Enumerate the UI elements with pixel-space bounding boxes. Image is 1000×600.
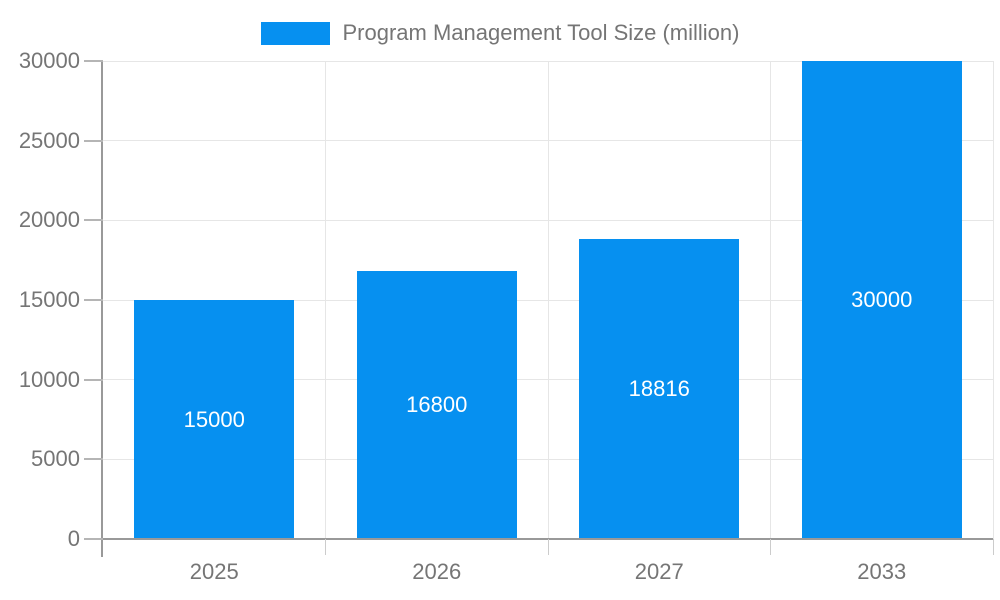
legend-item[interactable]: Program Management Tool Size (million) [0,20,1000,46]
x-gridline [992,61,994,539]
x-tick-mark [992,539,994,555]
bar-value-label: 15000 [183,406,245,432]
x-gridline [325,61,326,539]
x-tick-label-2025: 2025 [189,559,239,584]
y-tick-label: 0 [67,526,80,551]
y-tick-mark [84,299,103,301]
bar-2033[interactable]: 30000 [801,61,962,539]
bar-value-label: 18816 [628,376,690,402]
x-tick-mark [770,539,771,555]
y-tick-label: 10000 [18,366,80,392]
y-tick-label: 30000 [18,48,80,73]
bar-2027[interactable]: 18816 [579,239,740,539]
x-tick-mark [325,539,326,555]
y-axis-line [101,61,103,557]
y-tick-label: 5000 [31,446,80,472]
x-tick-label-2026: 2026 [412,559,462,584]
y-tick-mark [84,458,103,461]
y-tick-label: 15000 [18,287,80,312]
x-tick-label-2033: 2033 [857,559,907,584]
y-tick-mark [84,378,103,381]
bar-2026[interactable]: 16800 [356,271,517,539]
bar-2025[interactable]: 15000 [134,300,295,539]
x-axis-line [101,538,993,540]
y-tick-mark [84,139,103,142]
legend-label: Program Management Tool Size (million) [342,20,740,45]
x-tick-mark [547,539,549,555]
x-tick-label-2027: 2027 [634,559,684,584]
bar-value-label: 30000 [851,287,913,312]
y-tick-mark [84,60,103,62]
x-gridline [770,61,771,539]
y-tick-mark [84,219,103,222]
y-tick-label: 20000 [18,207,80,233]
legend-swatch [260,21,330,45]
y-tick-mark [84,538,103,540]
x-gridline [547,61,549,539]
bar-value-label: 16800 [406,392,468,418]
y-tick-label: 25000 [18,127,80,153]
